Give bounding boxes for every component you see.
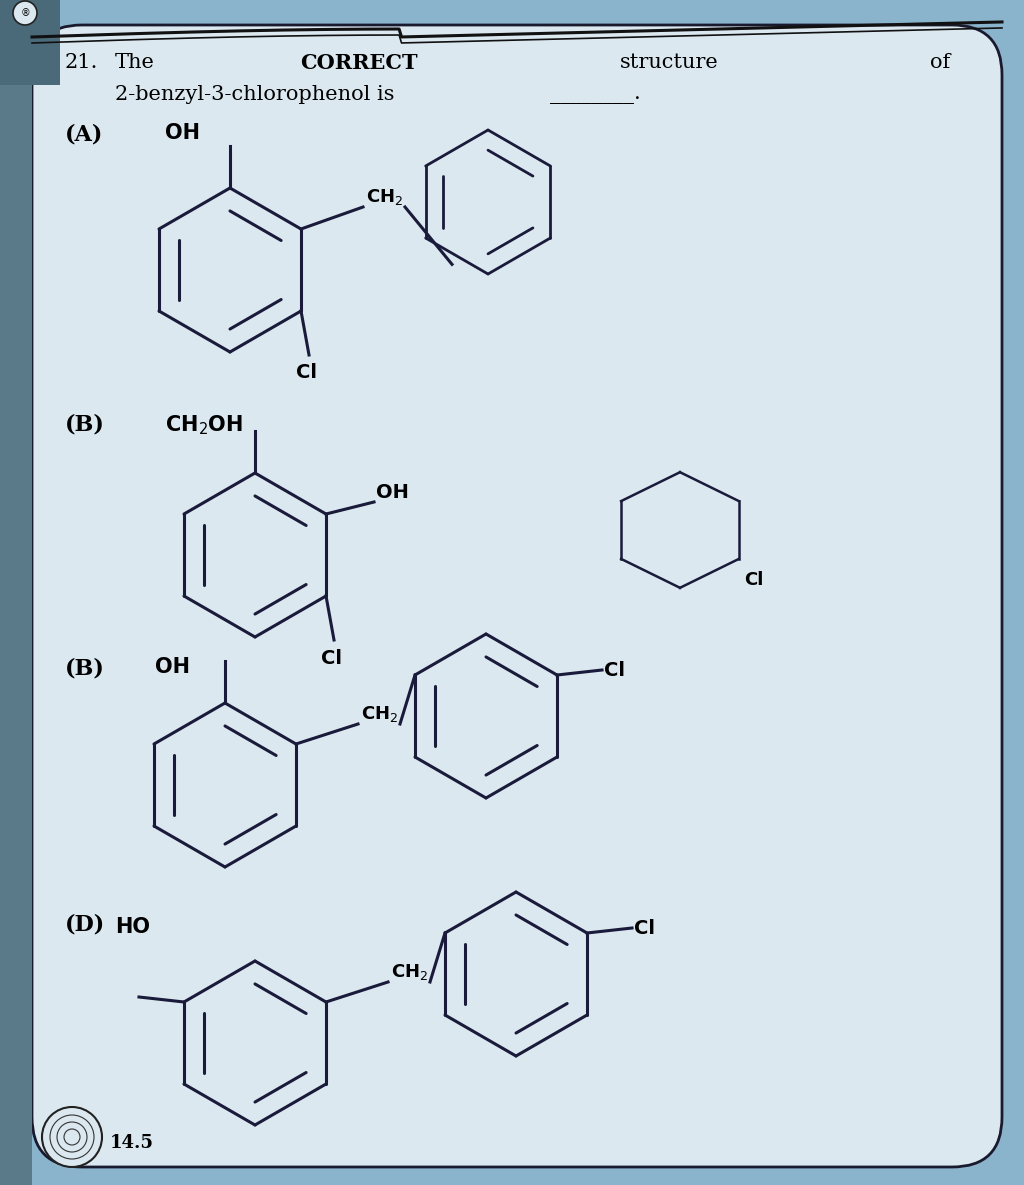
Text: ®: ® bbox=[20, 8, 30, 18]
Text: HO: HO bbox=[115, 917, 150, 937]
Text: 2-benzyl-3-chlorophenol is: 2-benzyl-3-chlorophenol is bbox=[115, 85, 394, 104]
Text: The: The bbox=[115, 53, 155, 72]
Text: of: of bbox=[930, 53, 950, 72]
Text: CH$_2$: CH$_2$ bbox=[391, 962, 428, 982]
Text: OH: OH bbox=[165, 123, 200, 143]
Text: (A): (A) bbox=[65, 123, 103, 145]
Text: 21.: 21. bbox=[65, 53, 98, 72]
FancyBboxPatch shape bbox=[32, 25, 1002, 1167]
Text: Cl: Cl bbox=[743, 571, 763, 589]
Text: CH$_2$OH: CH$_2$OH bbox=[165, 414, 243, 436]
Text: Cl: Cl bbox=[321, 648, 342, 667]
Text: Cl: Cl bbox=[634, 918, 655, 937]
Text: Cl: Cl bbox=[296, 364, 317, 383]
Text: structure: structure bbox=[620, 53, 719, 72]
Text: CH$_2$: CH$_2$ bbox=[366, 187, 403, 207]
Text: ________.: ________. bbox=[550, 85, 641, 104]
Text: (B): (B) bbox=[65, 656, 104, 679]
Circle shape bbox=[13, 1, 37, 25]
Text: CORRECT: CORRECT bbox=[300, 53, 418, 73]
Text: OH: OH bbox=[376, 482, 409, 501]
Text: 14.5: 14.5 bbox=[110, 1134, 154, 1152]
Text: Cl: Cl bbox=[604, 660, 625, 679]
Text: OH: OH bbox=[155, 656, 190, 677]
Bar bbox=[0, 0, 60, 85]
Text: (B): (B) bbox=[65, 414, 104, 435]
Circle shape bbox=[42, 1107, 102, 1167]
Text: CH$_2$: CH$_2$ bbox=[361, 704, 398, 724]
Bar bbox=[0, 0, 32, 1185]
Text: (D): (D) bbox=[65, 912, 105, 935]
